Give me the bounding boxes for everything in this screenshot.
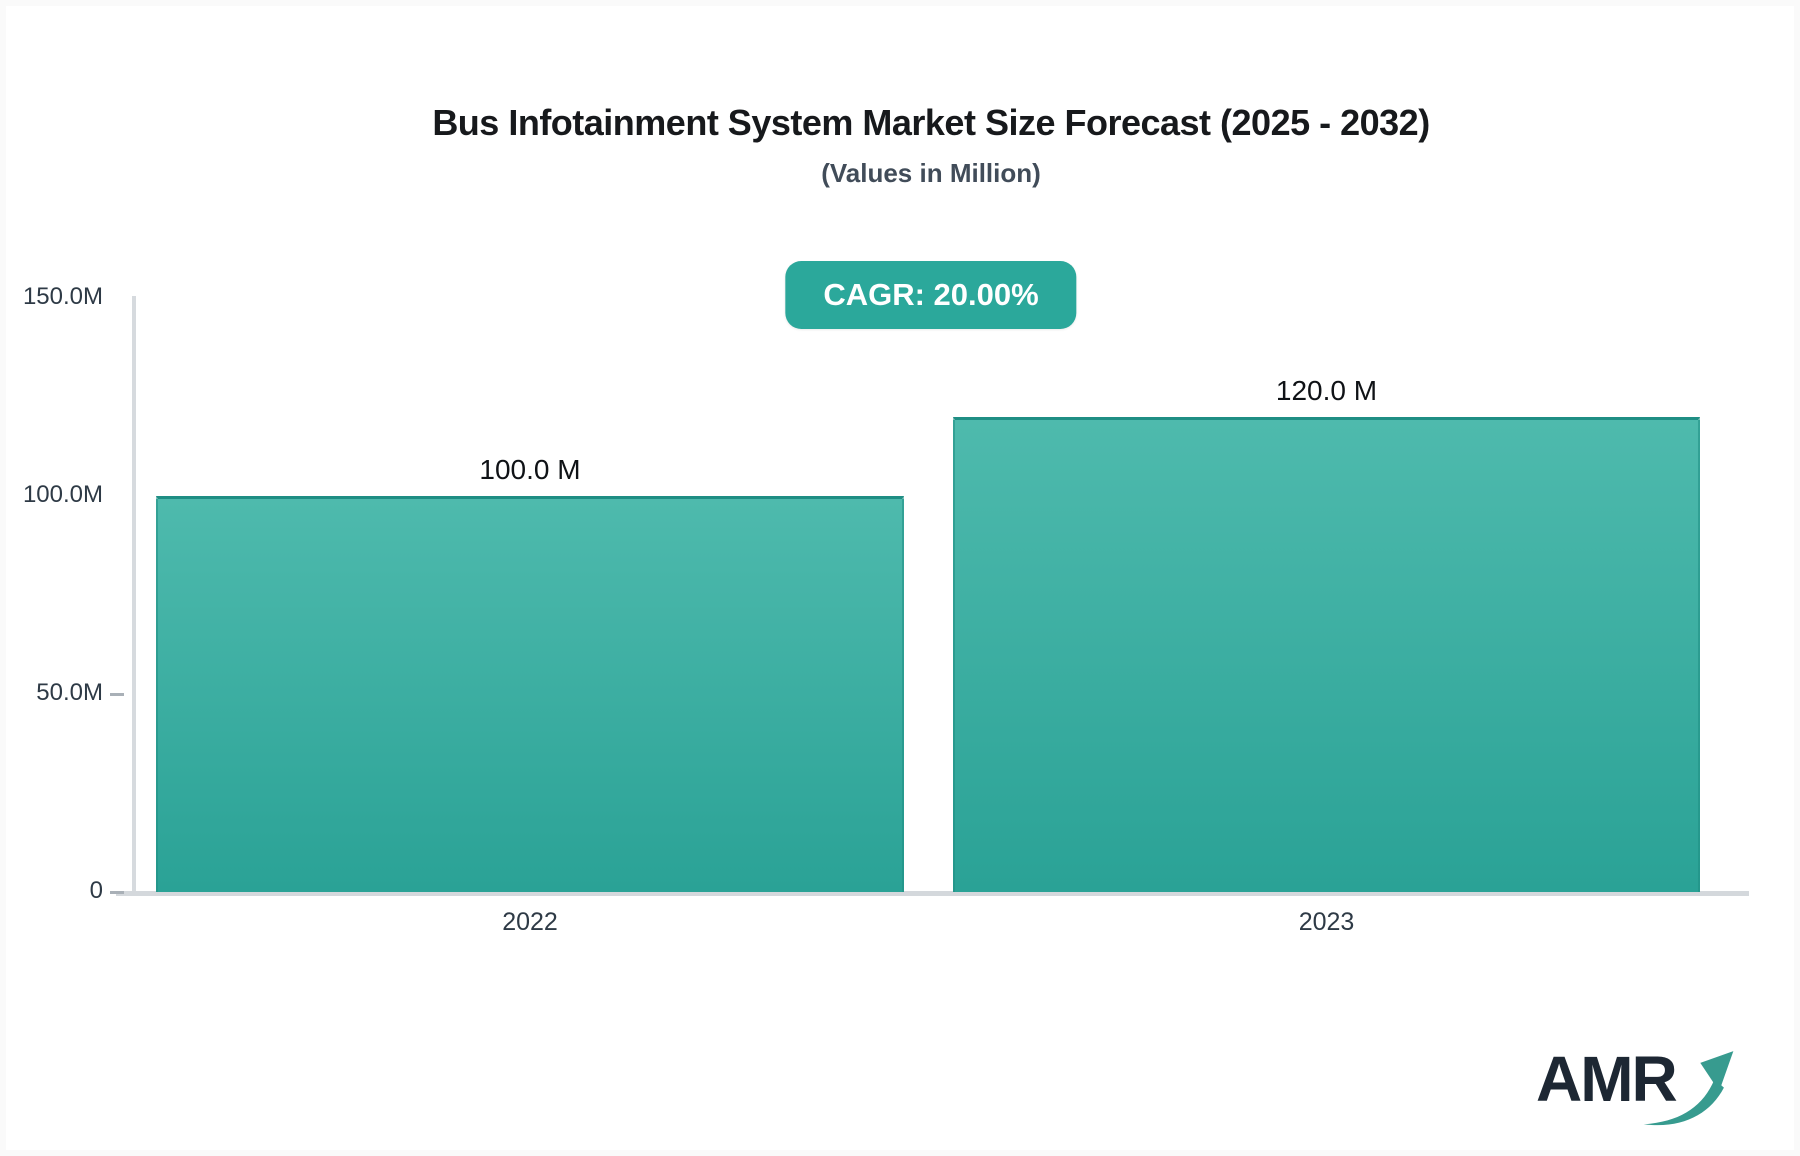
y-axis-tick-label: 100.0M [22, 481, 103, 508]
y-axis-tick-label: 50.0M [36, 679, 103, 706]
y-axis-tick-label: 150.0M [22, 283, 103, 310]
chart-subtitle: (Values in Million) [821, 158, 1041, 188]
amr-logo-text: AMR [1536, 1043, 1678, 1115]
chart-title: Bus Infotainment System Market Size Fore… [432, 102, 1430, 143]
bar-2023 [953, 416, 1700, 892]
bar-value-label: 120.0 M [1275, 374, 1378, 406]
y-axis-tick-mark [110, 891, 124, 894]
bar-2022 [156, 496, 904, 892]
x-axis-label: 2022 [502, 908, 558, 936]
x-axis-label: 2023 [1298, 908, 1355, 936]
x-axis-baseline [116, 891, 1749, 896]
y-axis-tick-label: 0 [89, 877, 103, 904]
amr-logo: AMR [1536, 1042, 1746, 1132]
y-axis-tick-mark [110, 693, 124, 696]
growth-arrow-icon [1643, 1051, 1734, 1126]
plot-area: 0 50.0M 100.0M 150.0M 100.0 M 2022 120.0 M 2023 [6, 6, 1794, 1150]
cagr-badge: CAGR: 20.00% [785, 261, 1077, 329]
bar-value-label: 100.0 M [479, 454, 581, 485]
y-axis-line [132, 296, 136, 894]
